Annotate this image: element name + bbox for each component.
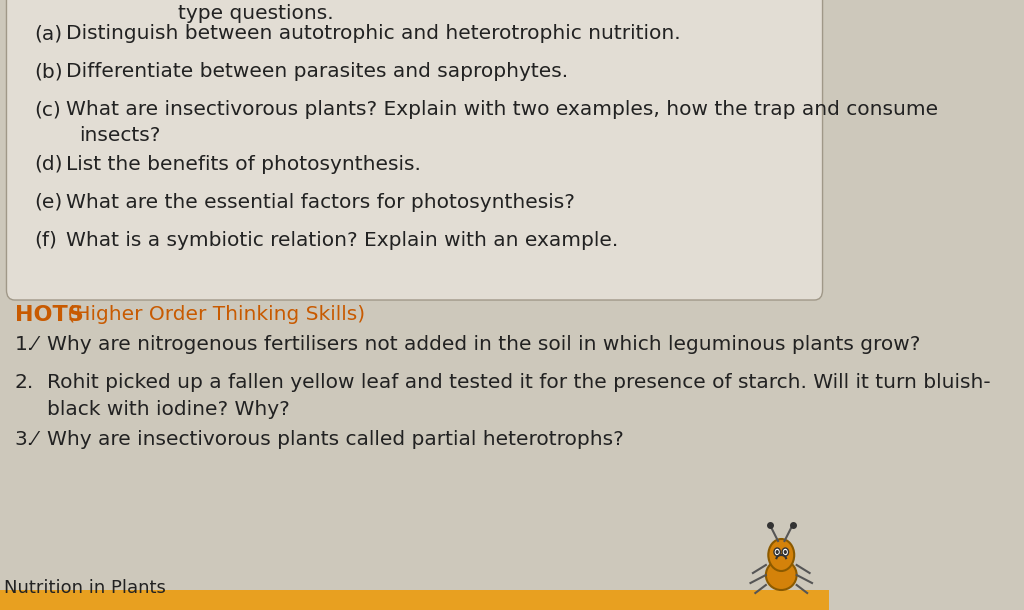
Text: (f): (f)	[34, 231, 57, 250]
Text: 1.⁄: 1.⁄	[14, 335, 37, 354]
Text: Rohit picked up a fallen yellow leaf and tested it for the presence of starch. W: Rohit picked up a fallen yellow leaf and…	[47, 373, 990, 392]
Text: (c): (c)	[34, 100, 60, 119]
Text: (Higher Order Thinking Skills): (Higher Order Thinking Skills)	[60, 305, 365, 324]
Ellipse shape	[766, 560, 797, 590]
Bar	[0, 590, 829, 610]
Circle shape	[774, 548, 780, 556]
Circle shape	[783, 550, 786, 554]
Text: What are the essential factors for photosynthesis?: What are the essential factors for photo…	[67, 193, 575, 212]
Text: (b): (b)	[34, 62, 62, 81]
Text: black with iodine? Why?: black with iodine? Why?	[47, 400, 290, 419]
Text: Why are nitrogenous fertilisers not added in the soil in which leguminous plants: Why are nitrogenous fertilisers not adde…	[47, 335, 921, 354]
Text: (d): (d)	[34, 155, 62, 174]
Text: Nutrition in Plants: Nutrition in Plants	[4, 579, 166, 597]
Text: 3.⁄: 3.⁄	[14, 430, 37, 449]
Circle shape	[782, 548, 788, 556]
Text: (a): (a)	[34, 24, 62, 43]
Text: insects?: insects?	[79, 126, 161, 145]
Text: HOTS: HOTS	[14, 305, 83, 325]
Text: Why are insectivorous plants called partial heterotrophs?: Why are insectivorous plants called part…	[47, 430, 624, 449]
Text: List the benefits of photosynthesis.: List the benefits of photosynthesis.	[67, 155, 421, 174]
Circle shape	[775, 550, 779, 554]
Text: 2.: 2.	[14, 373, 34, 392]
Text: Differentiate between parasites and saprophytes.: Differentiate between parasites and sapr…	[67, 62, 568, 81]
Text: Distinguish between autotrophic and heterotrophic nutrition.: Distinguish between autotrophic and hete…	[67, 24, 681, 43]
Text: type questions.: type questions.	[178, 4, 334, 23]
Text: (e): (e)	[34, 193, 62, 212]
Text: What is a symbiotic relation? Explain with an example.: What is a symbiotic relation? Explain wi…	[67, 231, 618, 250]
Text: What are insectivorous plants? Explain with two examples, how the trap and consu: What are insectivorous plants? Explain w…	[67, 100, 939, 119]
FancyBboxPatch shape	[6, 0, 822, 300]
Circle shape	[768, 539, 795, 571]
